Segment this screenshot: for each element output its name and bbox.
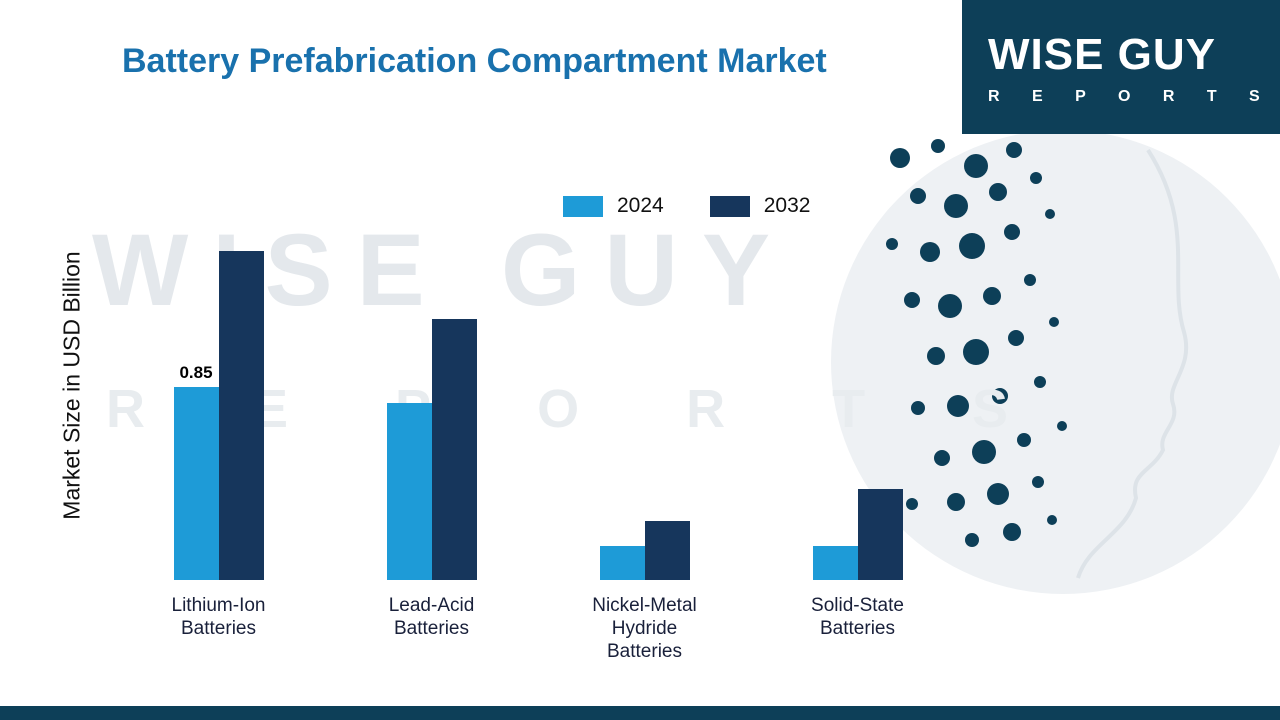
bar-group: Nickel-Metal Hydride Batteries (538, 240, 751, 664)
legend-label: 2032 (763, 194, 811, 217)
footer-bar (0, 706, 1280, 720)
bar-2032 (218, 251, 264, 580)
bar-2024 (812, 546, 858, 580)
bar-wrap (386, 403, 432, 580)
bar-wrap (812, 546, 858, 580)
bar-2032 (644, 521, 690, 580)
bar-group: Lead-Acid Batteries (325, 240, 538, 664)
bar-group: Solid-State Batteries (751, 240, 964, 664)
bar-pair (812, 240, 903, 580)
legend-item-2032: 2032 (709, 194, 811, 218)
bar-value-label: 0.85 (179, 363, 213, 382)
legend-swatch (563, 195, 603, 217)
bar-2024 (173, 387, 219, 580)
brand-name: WISE GUY (988, 30, 1217, 79)
category-label: Nickel-Metal Hydride Batteries (592, 595, 697, 663)
bar-2024 (386, 403, 432, 580)
bar-2024 (599, 546, 645, 580)
category-label: Solid-State Batteries (811, 595, 904, 640)
legend: 2024 2032 (563, 194, 810, 218)
bar-2032 (431, 319, 477, 580)
bar-group: 0.85 Lithium-Ion Batteries (112, 240, 325, 664)
bar-pair (386, 240, 477, 580)
bar-wrap (857, 489, 903, 580)
bar-wrap (599, 546, 645, 580)
legend-swatch (709, 195, 750, 217)
page-title: Battery Prefabrication Compartment Marke… (122, 42, 827, 80)
watermark-wiseguy: WISE GUY (92, 213, 795, 327)
bar-plot: 0.85 Lithium-Ion Batteries Lead-Acid Batteri… (112, 240, 964, 664)
bar-wrap (431, 319, 477, 580)
category-label: Lead-Acid Batteries (388, 595, 475, 640)
bar-wrap (218, 251, 264, 580)
legend-item-2024: 2024 (563, 194, 664, 218)
bar-pair: 0.85 (173, 240, 264, 580)
bar-wrap: 0.85 (173, 363, 219, 580)
brand-reports-text: R E P O R T S (988, 88, 1274, 105)
bar-2032 (857, 489, 903, 580)
brand-logo-block: WISE GUY R E P O R T S (962, 0, 1280, 134)
bar-pair (599, 240, 690, 580)
y-axis-label: Market Size in USD Billion (58, 251, 85, 520)
bar-wrap (644, 521, 690, 580)
legend-label: 2024 (617, 194, 664, 217)
category-label: Lithium-Ion Batteries (171, 595, 266, 640)
